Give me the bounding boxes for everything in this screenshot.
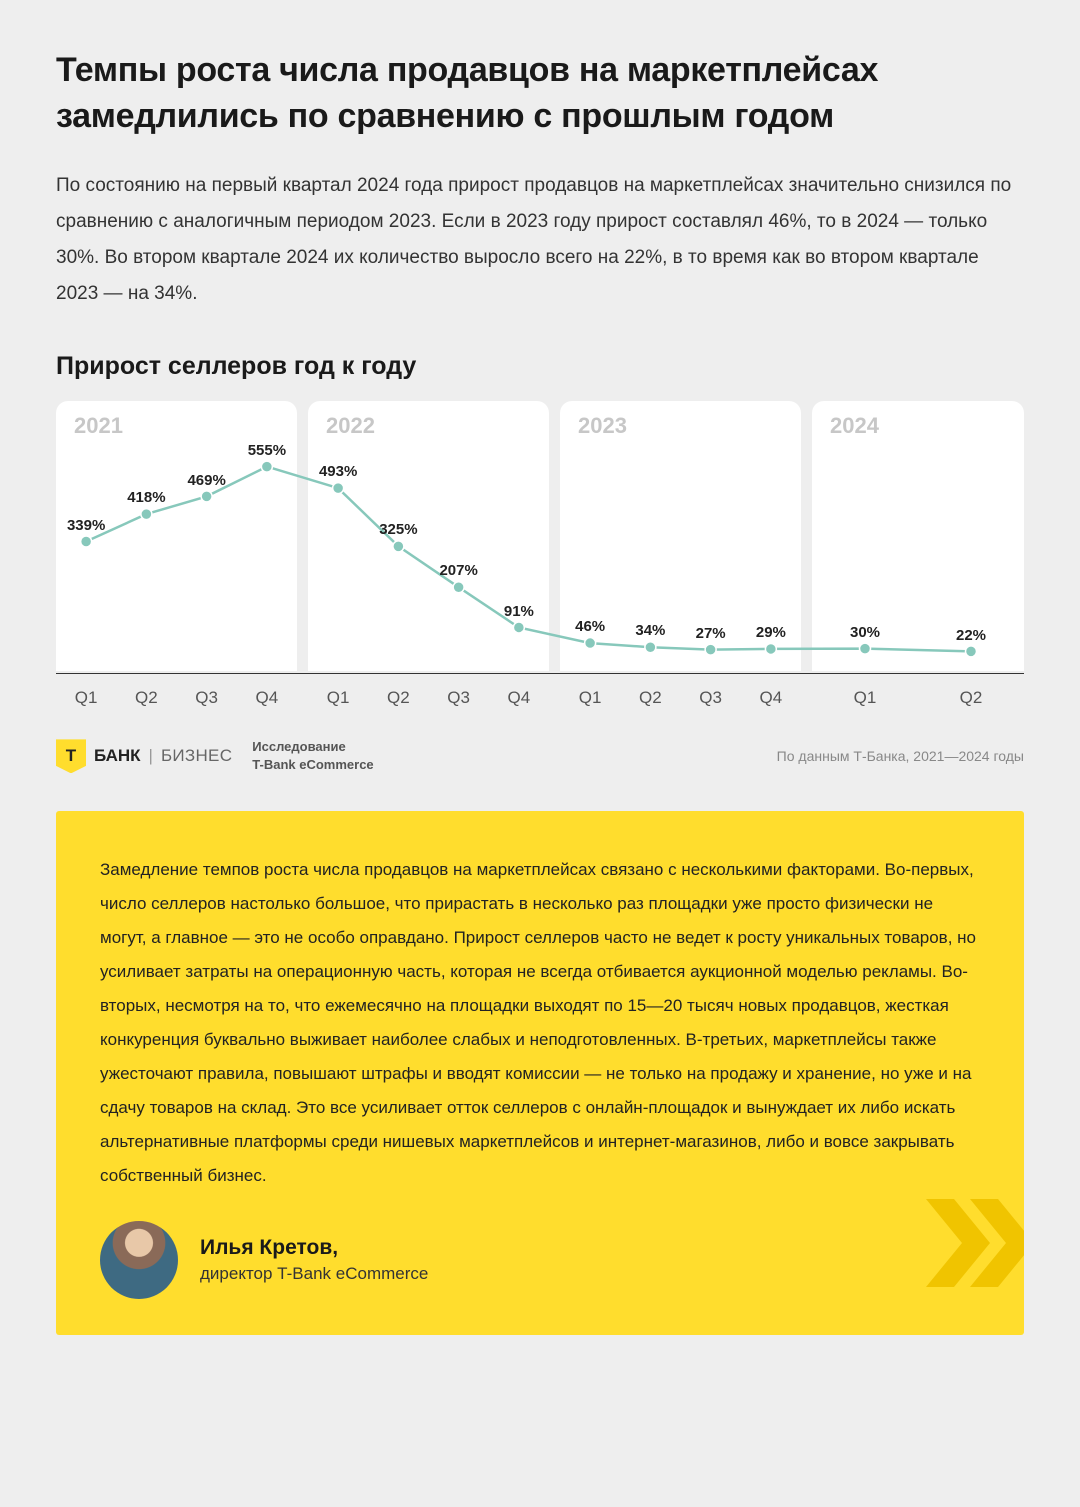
author-avatar (100, 1221, 178, 1299)
brand-sub: БИЗНЕС (161, 746, 232, 766)
x-tick-label: Q4 (237, 688, 297, 708)
chevron-icon (926, 1199, 1024, 1287)
chart-title: Прирост селлеров год к году (56, 352, 1024, 381)
data-label: 469% (187, 472, 225, 489)
x-tick-label: Q4 (741, 688, 801, 708)
chart-panel-2022: 2022 (308, 401, 549, 671)
data-label: 339% (67, 517, 105, 534)
brand-logo: T БАНК | БИЗНЕС (56, 739, 232, 773)
research-line2: T-Bank eCommerce (252, 756, 756, 774)
x-tick-label: Q2 (918, 688, 1024, 708)
x-tick-label: Q2 (620, 688, 680, 708)
x-tick-label: Q2 (368, 688, 428, 708)
data-label: 46% (575, 618, 605, 635)
page-title: Темпы роста числа продавцов на маркетпле… (56, 48, 1024, 140)
x-tick-label: Q3 (177, 688, 237, 708)
data-label: 418% (127, 489, 165, 506)
x-tick-label: Q3 (681, 688, 741, 708)
source-note: По данным Т-Банка, 2021—2024 годы (777, 748, 1024, 764)
data-label: 493% (319, 463, 357, 480)
x-tick-label: Q1 (812, 688, 918, 708)
year-label: 2023 (578, 413, 627, 439)
data-label: 22% (956, 627, 986, 644)
x-tick-label: Q1 (56, 688, 116, 708)
intro-paragraph: По состоянию на первый квартал 2024 года… (56, 168, 1024, 312)
year-label: 2021 (74, 413, 123, 439)
data-label: 29% (756, 624, 786, 641)
x-tick-label: Q1 (308, 688, 368, 708)
research-label: Исследование T-Bank eCommerce (252, 738, 756, 774)
chart-panel-2024: 2024 (812, 401, 1024, 671)
quote-author: Илья Кретов, директор T-Bank eCommerce (100, 1221, 980, 1299)
x-tick-label: Q3 (429, 688, 489, 708)
brand-name: БАНК (94, 746, 141, 766)
research-line1: Исследование (252, 738, 756, 756)
quote-block: Замедление темпов роста числа продавцов … (56, 811, 1024, 1335)
chart: 2021202220232024 Q1Q2Q3Q4Q1Q2Q3Q4Q1Q2Q3Q… (56, 401, 1024, 708)
data-label: 555% (248, 442, 286, 459)
x-tick-label: Q4 (489, 688, 549, 708)
x-axis (56, 673, 1024, 674)
author-name: Илья Кретов, (200, 1236, 428, 1260)
year-label: 2024 (830, 413, 879, 439)
year-label: 2022 (326, 413, 375, 439)
data-label: 91% (504, 603, 534, 620)
data-label: 27% (696, 625, 726, 642)
quote-text: Замедление темпов роста числа продавцов … (100, 853, 980, 1193)
data-label: 325% (379, 521, 417, 538)
x-tick-label: Q2 (116, 688, 176, 708)
author-role: директор T-Bank eCommerce (200, 1264, 428, 1284)
t-badge-icon: T (56, 739, 86, 773)
x-tick-label: Q1 (560, 688, 620, 708)
brand-divider: | (149, 746, 153, 766)
data-label: 34% (635, 622, 665, 639)
data-label: 207% (439, 562, 477, 579)
data-label: 30% (850, 624, 880, 641)
